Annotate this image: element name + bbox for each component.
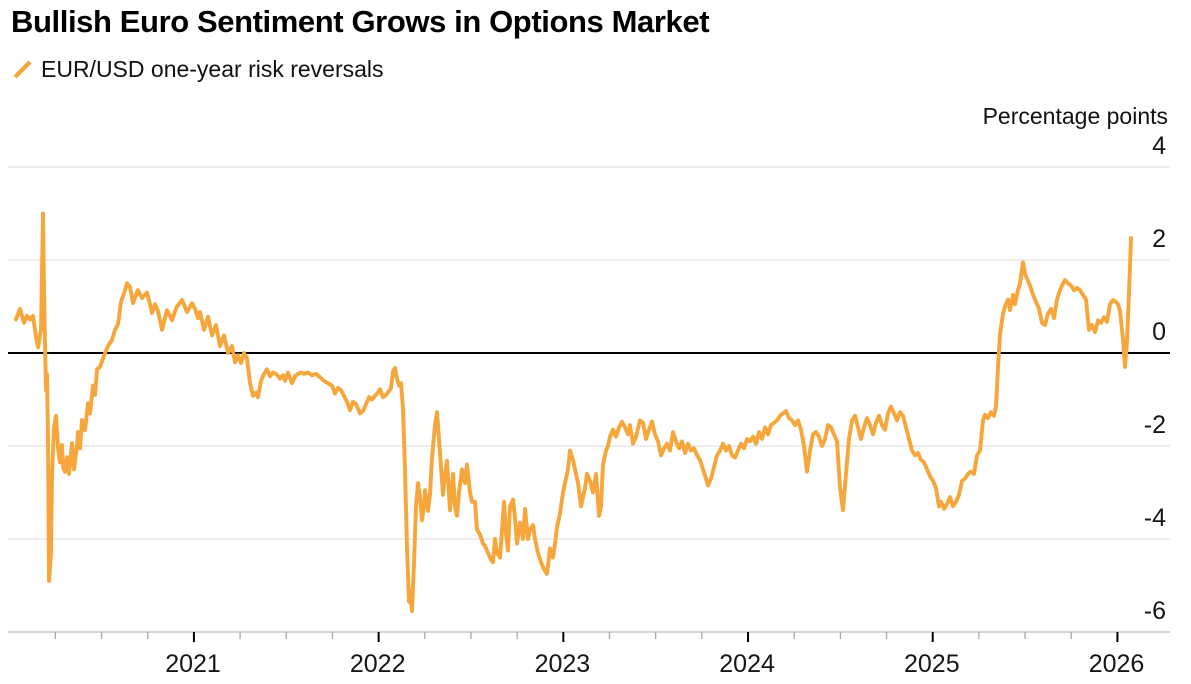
series-slash-icon	[13, 60, 32, 79]
y-tick-label: -4	[1144, 504, 1166, 532]
y-axis-unit-label: Percentage points	[982, 103, 1168, 129]
legend: EUR/USD one-year risk reversals	[13, 56, 384, 83]
y-tick-label: 2	[1152, 225, 1166, 253]
x-tick-label: 2021	[165, 650, 221, 678]
legend-label: EUR/USD one-year risk reversals	[41, 56, 384, 82]
series-line-eurusd-risk-reversals	[14, 211, 1133, 614]
y-tick-label: -2	[1144, 411, 1166, 439]
x-tick-label: 2026	[1089, 650, 1145, 678]
x-tick-label: 2022	[350, 650, 406, 678]
x-tick-label: 2023	[535, 650, 591, 678]
y-tick-label: 0	[1152, 318, 1166, 346]
y-tick-label: 4	[1152, 132, 1166, 160]
x-tick-label: 2024	[719, 650, 775, 678]
chart-title: Bullish Euro Sentiment Grows in Options …	[11, 4, 710, 39]
y-tick-label: -6	[1144, 597, 1166, 625]
x-tick-label: 2025	[904, 650, 960, 678]
